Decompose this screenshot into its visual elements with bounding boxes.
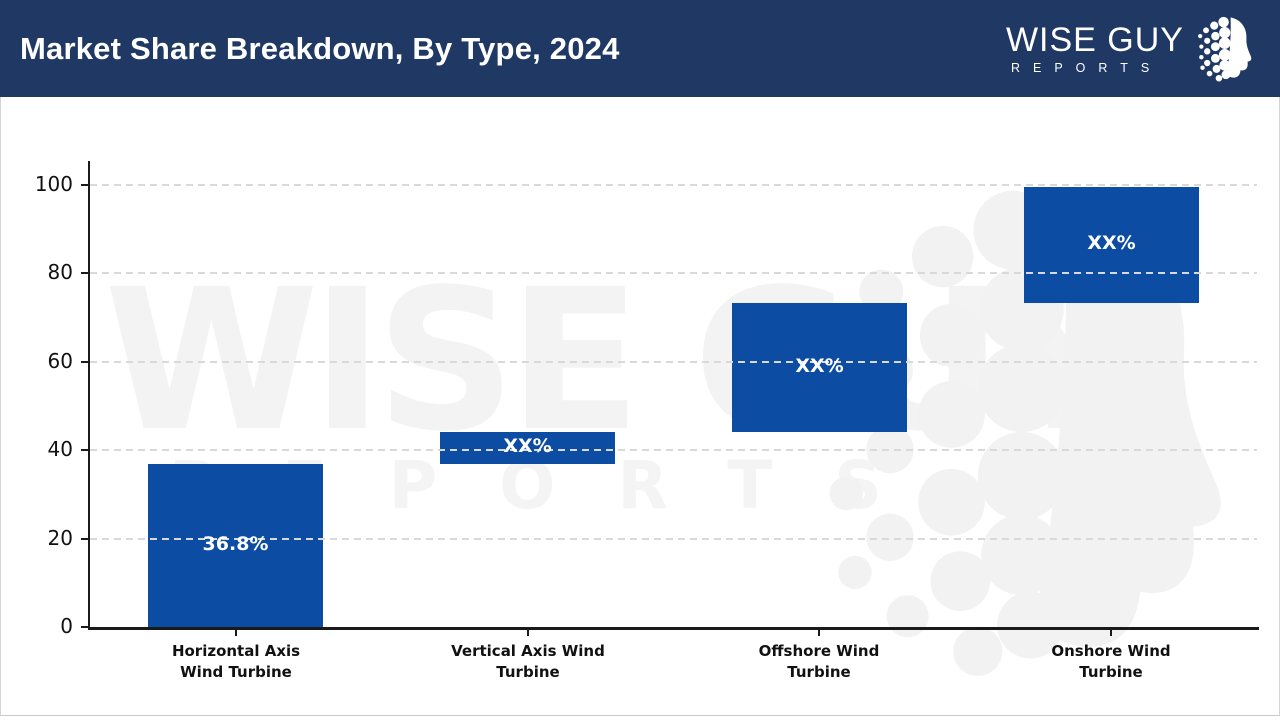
bar-segment xyxy=(148,464,323,627)
x-tick xyxy=(235,630,237,636)
bar-value-label: XX% xyxy=(1087,232,1136,254)
gridline xyxy=(90,449,1257,452)
category-label-line: Wind Turbine xyxy=(180,663,292,681)
gridline xyxy=(90,272,1257,275)
category-label-line: Offshore Wind xyxy=(758,642,880,660)
x-tick xyxy=(527,630,529,636)
y-tick-label: 0 xyxy=(60,614,73,638)
category-label-line: Vertical Axis Wind xyxy=(451,642,605,660)
y-tick-label: 40 xyxy=(47,437,73,462)
bar-value-label: XX% xyxy=(503,435,552,457)
logo-tagline: REPORTS xyxy=(1010,60,1163,75)
logo-name: WISE GUY xyxy=(1005,20,1184,59)
y-tick xyxy=(81,537,88,540)
bar-segment xyxy=(1024,187,1199,303)
x-axis xyxy=(88,627,1259,630)
category-label-line: Turbine xyxy=(1079,663,1143,681)
category-label-line: Turbine xyxy=(496,663,560,681)
y-tick xyxy=(81,626,88,628)
category-label: Horizontal Axis Wind Turbine xyxy=(121,641,351,683)
bar-segment xyxy=(732,303,907,432)
category-label-line: Horizontal Axis xyxy=(171,642,301,660)
y-tick xyxy=(81,360,88,363)
y-tick xyxy=(81,449,88,452)
category-label: Onshore Wind Turbine xyxy=(996,641,1226,683)
gridline xyxy=(90,537,1257,540)
header-bar: Market Share Breakdown, By Type, 2024 WI… xyxy=(0,0,1280,97)
category-label-line: Onshore Wind xyxy=(1051,642,1171,660)
logo-text: WISE GUY REPORTS xyxy=(1006,23,1184,75)
gridline xyxy=(90,360,1257,363)
y-tick xyxy=(81,184,88,187)
y-axis xyxy=(88,161,90,629)
y-tick xyxy=(81,272,88,275)
category-label-line: Turbine xyxy=(787,663,851,681)
gridline xyxy=(90,184,1257,187)
y-tick-label: 100 xyxy=(34,172,73,197)
y-tick-label: 20 xyxy=(47,525,73,550)
bar-value-label: XX% xyxy=(795,355,844,377)
page-title: Market Share Breakdown, By Type, 2024 xyxy=(20,30,620,66)
bar-value-label: 36.8% xyxy=(202,533,269,555)
logo-head-icon xyxy=(1198,16,1252,82)
brand-logo: WISE GUY REPORTS xyxy=(1006,11,1254,87)
y-tick-label: 60 xyxy=(47,348,73,373)
y-tick-label: 80 xyxy=(47,260,73,285)
bar-segment xyxy=(440,432,615,464)
x-tick xyxy=(1110,630,1112,636)
x-tick xyxy=(818,630,820,636)
category-label: Offshore Wind Turbine xyxy=(704,641,934,683)
chart-area: WISE GUY REPORTS 0 20 40 60 80 100 36.8% Horizo… xyxy=(0,97,1280,716)
category-label: Vertical Axis Wind Turbine xyxy=(413,641,643,683)
